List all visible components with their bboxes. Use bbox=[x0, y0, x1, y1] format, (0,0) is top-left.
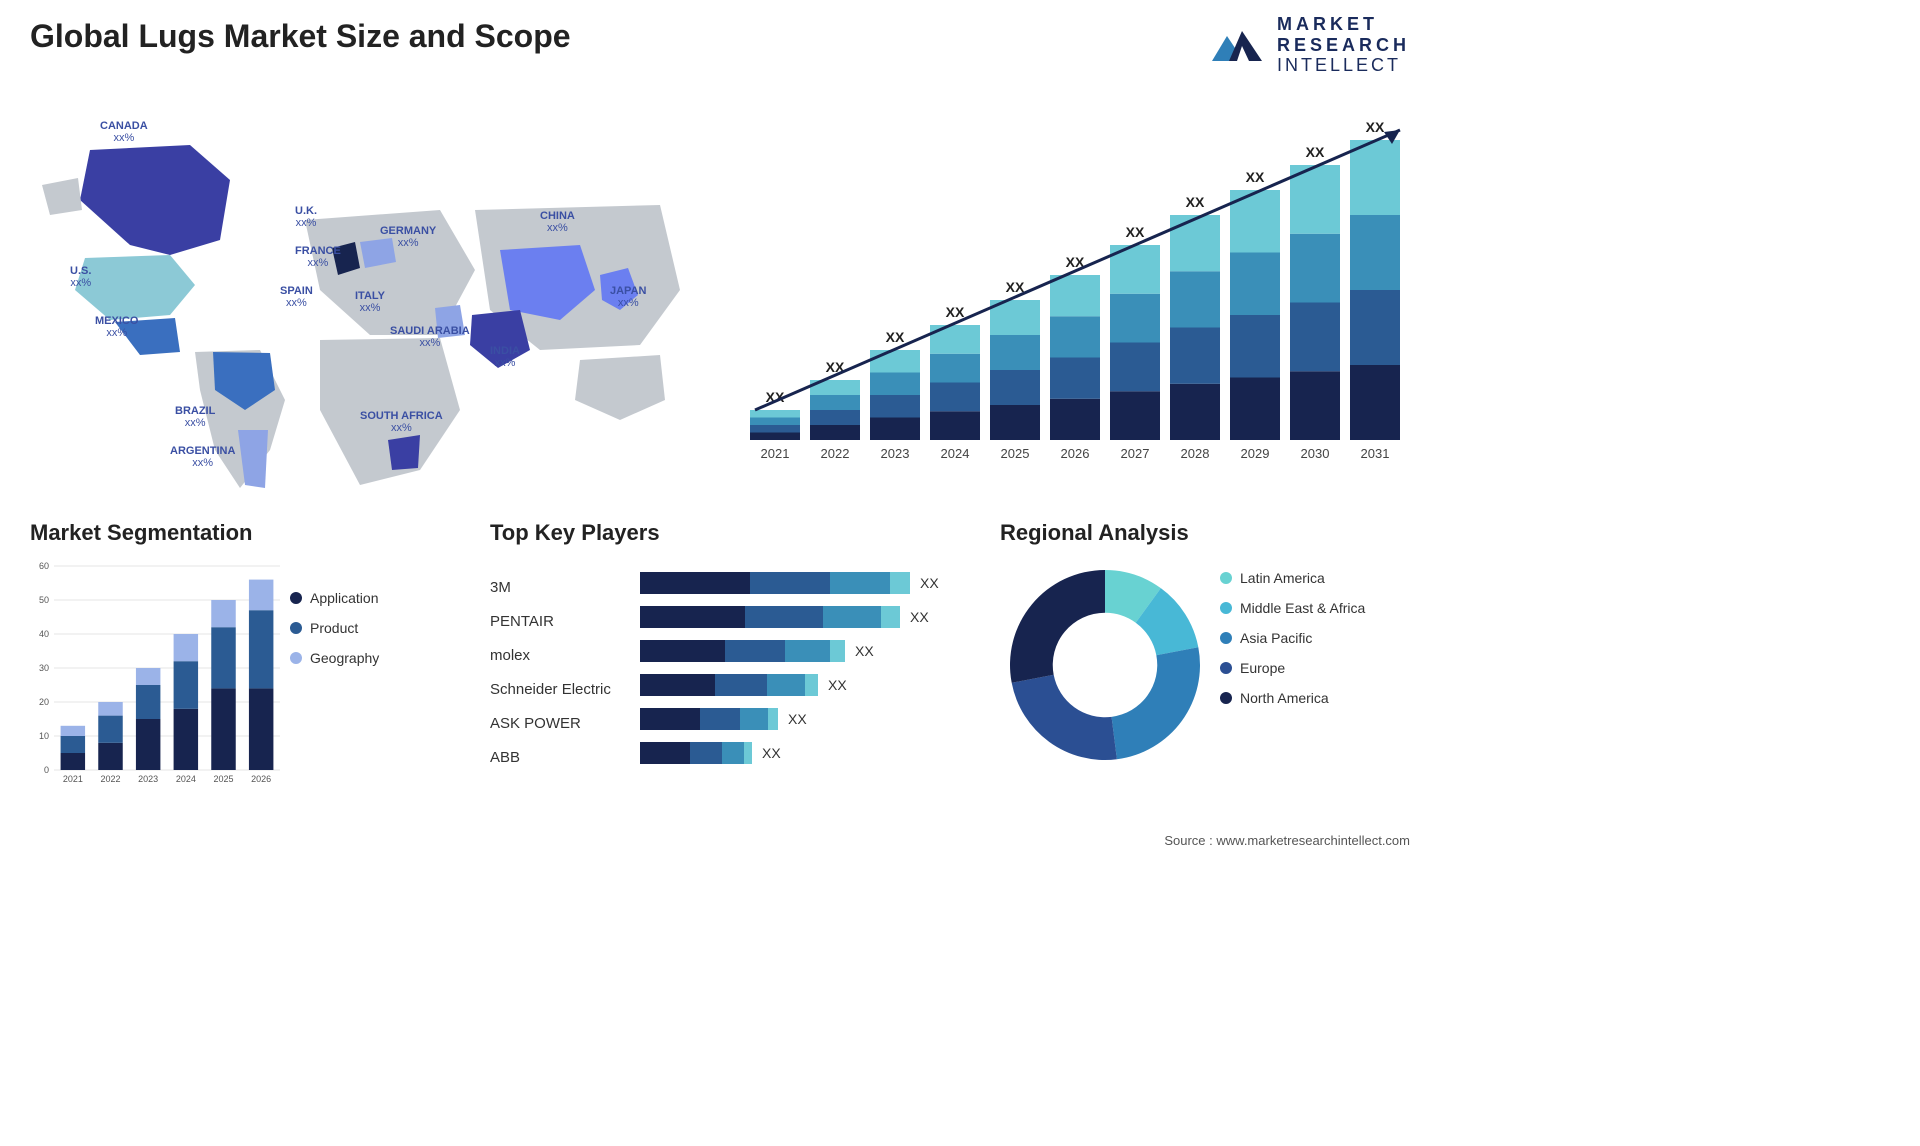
map-label: SAUDI ARABIAxx% bbox=[390, 325, 470, 349]
legend-item: Geography bbox=[290, 650, 379, 666]
svg-text:2022: 2022 bbox=[821, 446, 850, 461]
logo-line2: RESEARCH bbox=[1277, 35, 1410, 56]
source-text: Source : www.marketresearchintellect.com bbox=[1164, 833, 1410, 848]
player-name: PENTAIR bbox=[490, 604, 611, 638]
legend-item: Application bbox=[290, 590, 379, 606]
map-label: FRANCExx% bbox=[295, 245, 341, 269]
player-name: ASK POWER bbox=[490, 706, 611, 740]
legend-item: Latin America bbox=[1220, 570, 1365, 586]
legend-item: Middle East & Africa bbox=[1220, 600, 1365, 616]
player-bar-row: XX bbox=[640, 604, 970, 630]
map-label: ITALYxx% bbox=[355, 290, 385, 314]
logo-line1: MARKET bbox=[1277, 14, 1410, 35]
player-bar-row: XX bbox=[640, 570, 970, 596]
world-map: CANADAxx% U.S.xx% MEXICOxx% BRAZILxx% ARGENT… bbox=[20, 90, 720, 490]
svg-text:2029: 2029 bbox=[1241, 446, 1270, 461]
players-title: Top Key Players bbox=[490, 520, 970, 546]
segmentation-panel: Market Segmentation 01020304050602021202… bbox=[30, 520, 450, 554]
svg-text:XX: XX bbox=[1246, 169, 1265, 185]
map-label: CANADAxx% bbox=[100, 120, 148, 144]
map-label: U.S.xx% bbox=[70, 265, 91, 289]
players-panel: Top Key Players 3MPENTAIRmolexSchneider … bbox=[490, 520, 970, 554]
player-bar-row: XX bbox=[640, 706, 970, 732]
player-name: Schneider Electric bbox=[490, 672, 611, 706]
regional-panel: Regional Analysis Latin AmericaMiddle Ea… bbox=[1000, 520, 1420, 554]
svg-text:2024: 2024 bbox=[941, 446, 970, 461]
svg-text:2030: 2030 bbox=[1301, 446, 1330, 461]
svg-text:2025: 2025 bbox=[1001, 446, 1030, 461]
svg-text:50: 50 bbox=[39, 595, 49, 605]
svg-text:2028: 2028 bbox=[1181, 446, 1210, 461]
legend-item: Asia Pacific bbox=[1220, 630, 1365, 646]
svg-text:2026: 2026 bbox=[251, 774, 271, 784]
map-label: JAPANxx% bbox=[610, 285, 646, 309]
legend-item: Europe bbox=[1220, 660, 1365, 676]
svg-text:30: 30 bbox=[39, 663, 49, 673]
regional-title: Regional Analysis bbox=[1000, 520, 1420, 546]
svg-text:XX: XX bbox=[1186, 194, 1205, 210]
map-label: SOUTH AFRICAxx% bbox=[360, 410, 443, 434]
svg-text:2022: 2022 bbox=[100, 774, 120, 784]
player-name: molex bbox=[490, 638, 611, 672]
svg-text:2024: 2024 bbox=[176, 774, 196, 784]
legend-item: Product bbox=[290, 620, 379, 636]
legend-item: North America bbox=[1220, 690, 1365, 706]
svg-text:2023: 2023 bbox=[881, 446, 910, 461]
player-bar-row: XX bbox=[640, 672, 970, 698]
growth-chart: 2021 XX 2022 XX 2023 XX 2024 XX 2025 XX 2026 XX 2027… bbox=[750, 110, 1410, 470]
svg-text:40: 40 bbox=[39, 629, 49, 639]
svg-text:60: 60 bbox=[39, 561, 49, 571]
page-title: Global Lugs Market Size and Scope bbox=[30, 18, 571, 55]
map-label: GERMANYxx% bbox=[380, 225, 436, 249]
svg-text:0: 0 bbox=[44, 765, 49, 775]
regional-legend: Latin America Middle East & Africa Asia Pa… bbox=[1220, 570, 1365, 720]
svg-text:XX: XX bbox=[1126, 224, 1145, 240]
map-label: MEXICOxx% bbox=[95, 315, 138, 339]
map-label: BRAZILxx% bbox=[175, 405, 215, 429]
map-label: CHINAxx% bbox=[540, 210, 575, 234]
map-label: U.K.xx% bbox=[295, 205, 317, 229]
player-bar-row: XX bbox=[640, 740, 970, 766]
svg-text:2025: 2025 bbox=[213, 774, 233, 784]
map-label: INDIAxx% bbox=[490, 345, 520, 369]
svg-text:2026: 2026 bbox=[1061, 446, 1090, 461]
svg-text:XX: XX bbox=[1366, 119, 1385, 135]
players-labels: 3MPENTAIRmolexSchneider ElectricASK POWE… bbox=[490, 570, 611, 774]
svg-text:2023: 2023 bbox=[138, 774, 158, 784]
svg-text:XX: XX bbox=[1306, 144, 1325, 160]
logo-icon bbox=[1207, 21, 1267, 69]
map-label: SPAINxx% bbox=[280, 285, 313, 309]
brand-logo: MARKET RESEARCH INTELLECT bbox=[1207, 14, 1410, 76]
player-name: ABB bbox=[490, 740, 611, 774]
player-name: 3M bbox=[490, 570, 611, 604]
svg-text:XX: XX bbox=[946, 304, 965, 320]
logo-line3: INTELLECT bbox=[1277, 55, 1410, 76]
svg-text:20: 20 bbox=[39, 697, 49, 707]
svg-text:2021: 2021 bbox=[63, 774, 83, 784]
segmentation-legend: Application Product Geography bbox=[290, 590, 379, 680]
svg-text:2021: 2021 bbox=[761, 446, 790, 461]
svg-text:2027: 2027 bbox=[1121, 446, 1150, 461]
svg-text:2031: 2031 bbox=[1361, 446, 1390, 461]
svg-text:XX: XX bbox=[886, 329, 905, 345]
svg-text:10: 10 bbox=[39, 731, 49, 741]
segmentation-title: Market Segmentation bbox=[30, 520, 450, 546]
map-label: ARGENTINAxx% bbox=[170, 445, 235, 469]
player-bar-row: XX bbox=[640, 638, 970, 664]
players-bars: XX XX XX XX XX XX bbox=[640, 570, 970, 774]
